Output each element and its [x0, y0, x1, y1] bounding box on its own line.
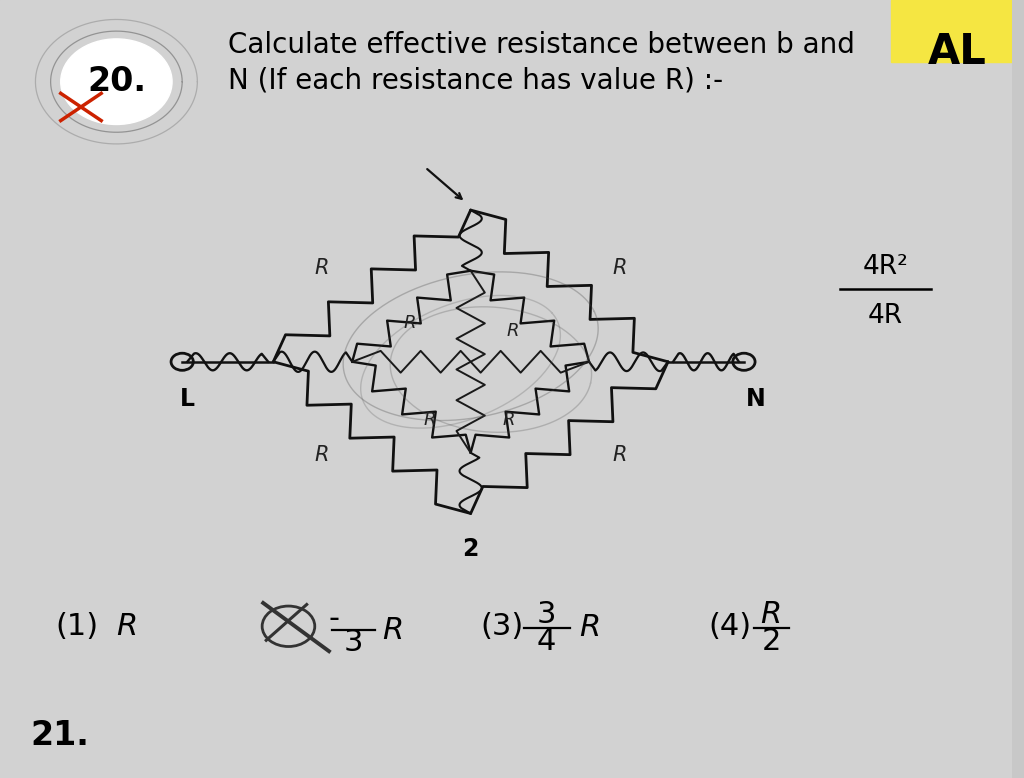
Text: 21.: 21.	[31, 719, 89, 752]
Text: R: R	[612, 445, 627, 465]
Text: R: R	[579, 613, 600, 643]
Text: R: R	[314, 258, 329, 279]
Text: N (If each resistance has value R) :-: N (If each resistance has value R) :-	[227, 66, 723, 94]
Text: AL: AL	[928, 31, 987, 73]
Text: 20.: 20.	[87, 65, 145, 98]
Text: 3: 3	[343, 628, 362, 657]
Text: L: L	[180, 387, 195, 411]
Text: N: N	[746, 387, 766, 411]
Circle shape	[60, 39, 172, 124]
Text: Calculate effective resistance between b and: Calculate effective resistance between b…	[227, 31, 855, 59]
Text: (3): (3)	[481, 612, 524, 641]
Text: (1): (1)	[55, 612, 98, 641]
Bar	[891, 0, 1012, 62]
Text: R: R	[383, 615, 403, 645]
Text: 2: 2	[762, 627, 781, 657]
Text: R: R	[403, 314, 416, 332]
Text: 4: 4	[537, 627, 556, 657]
Text: 4R: 4R	[868, 303, 903, 329]
Text: 4R²: 4R²	[863, 254, 908, 280]
Text: R: R	[314, 445, 329, 465]
Text: R: R	[117, 612, 137, 641]
Text: (4): (4)	[709, 612, 752, 641]
Text: R: R	[612, 258, 627, 279]
Text: R: R	[424, 411, 436, 429]
Text: R: R	[503, 411, 515, 429]
Text: 2: 2	[463, 537, 479, 561]
Text: R: R	[761, 600, 782, 629]
Text: -: -	[329, 604, 340, 633]
Text: 3: 3	[537, 600, 556, 629]
Text: R: R	[507, 321, 519, 340]
